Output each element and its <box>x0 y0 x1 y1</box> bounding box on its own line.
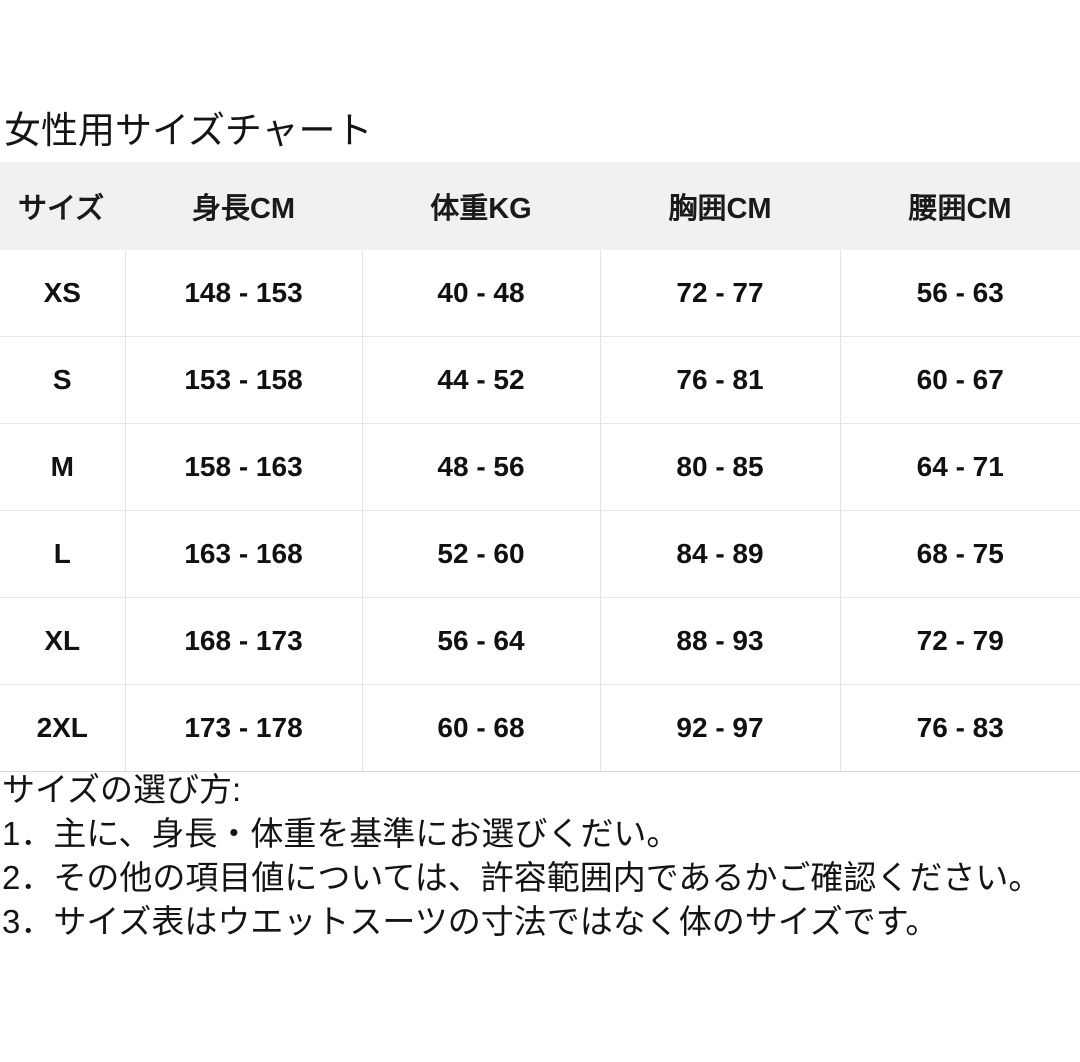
table-row: XS 148 - 153 40 - 48 72 - 77 56 - 63 <box>0 250 1080 337</box>
cell-height: 153 - 158 <box>125 336 363 424</box>
column-header-weight: 体重KG <box>430 193 532 225</box>
size-guide-notes: サイズの選び方: 1．主に、身長・体重を基準にお選びくだい。 2．その他の項目値… <box>2 768 1080 944</box>
cell-size: XL <box>0 597 126 685</box>
table-header-row: サイズ 身長CM 体重KG 胸囲CM 腰囲CM <box>0 162 1080 250</box>
cell-size: M <box>0 423 126 511</box>
column-header-waist: 腰囲CM <box>908 193 1012 225</box>
table-row: S 153 - 158 44 - 52 76 - 81 60 - 67 <box>0 336 1080 424</box>
cell-size: 2XL <box>0 684 126 772</box>
note-item-3: 3．サイズ表はウエットスーツの寸法ではなく体のサイズです。 <box>2 903 939 940</box>
column-header-height: 身長CM <box>191 193 296 225</box>
cell-chest: 92 - 97 <box>600 684 841 772</box>
cell-size: L <box>0 510 126 598</box>
cell-size: S <box>0 336 126 424</box>
column-header-size: サイズ <box>18 193 105 225</box>
cell-waist: 68 - 75 <box>840 510 1080 598</box>
column-header-chest: 胸囲CM <box>668 193 772 225</box>
note-item-1: 1．主に、身長・体重を基準にお選びくだい。 <box>2 815 680 852</box>
cell-chest: 88 - 93 <box>600 597 841 685</box>
cell-weight: 60 - 68 <box>362 684 601 772</box>
table-header: サイズ 身長CM 体重KG 胸囲CM 腰囲CM <box>0 162 1080 250</box>
notes-heading: サイズの選び方: <box>2 771 242 808</box>
cell-waist: 64 - 71 <box>840 423 1080 511</box>
cell-chest: 80 - 85 <box>600 423 841 511</box>
cell-height: 168 - 173 <box>125 597 363 685</box>
cell-waist: 56 - 63 <box>840 250 1080 337</box>
cell-chest: 72 - 77 <box>600 250 841 337</box>
cell-height: 148 - 153 <box>125 250 363 337</box>
page-title: 女性用サイズチャート <box>4 110 373 151</box>
cell-height: 158 - 163 <box>125 423 363 511</box>
cell-weight: 52 - 60 <box>362 510 601 598</box>
cell-weight: 40 - 48 <box>362 250 601 337</box>
cell-size: XS <box>0 250 126 337</box>
cell-weight: 56 - 64 <box>362 597 601 685</box>
table-body: XS 148 - 153 40 - 48 72 - 77 56 - 63 S 1… <box>0 250 1080 772</box>
cell-waist: 72 - 79 <box>840 597 1080 685</box>
cell-chest: 76 - 81 <box>600 336 841 424</box>
size-chart-table: サイズ 身長CM 体重KG 胸囲CM 腰囲CM XS 148 - 153 40 … <box>0 162 1080 772</box>
table-row: XL 168 - 173 56 - 64 88 - 93 72 - 79 <box>0 597 1080 685</box>
table-row: 2XL 173 - 178 60 - 68 92 - 97 76 - 83 <box>0 684 1080 772</box>
cell-waist: 60 - 67 <box>840 336 1080 424</box>
cell-weight: 44 - 52 <box>362 336 601 424</box>
table-row: M 158 - 163 48 - 56 80 - 85 64 - 71 <box>0 423 1080 511</box>
cell-weight: 48 - 56 <box>362 423 601 511</box>
note-item-2: 2．その他の項目値については、許容範囲内であるかご確認ください。 <box>2 859 1042 896</box>
cell-height: 163 - 168 <box>125 510 363 598</box>
cell-height: 173 - 178 <box>125 684 363 772</box>
cell-chest: 84 - 89 <box>600 510 841 598</box>
table-row: L 163 - 168 52 - 60 84 - 89 68 - 75 <box>0 510 1080 598</box>
cell-waist: 76 - 83 <box>840 684 1080 772</box>
